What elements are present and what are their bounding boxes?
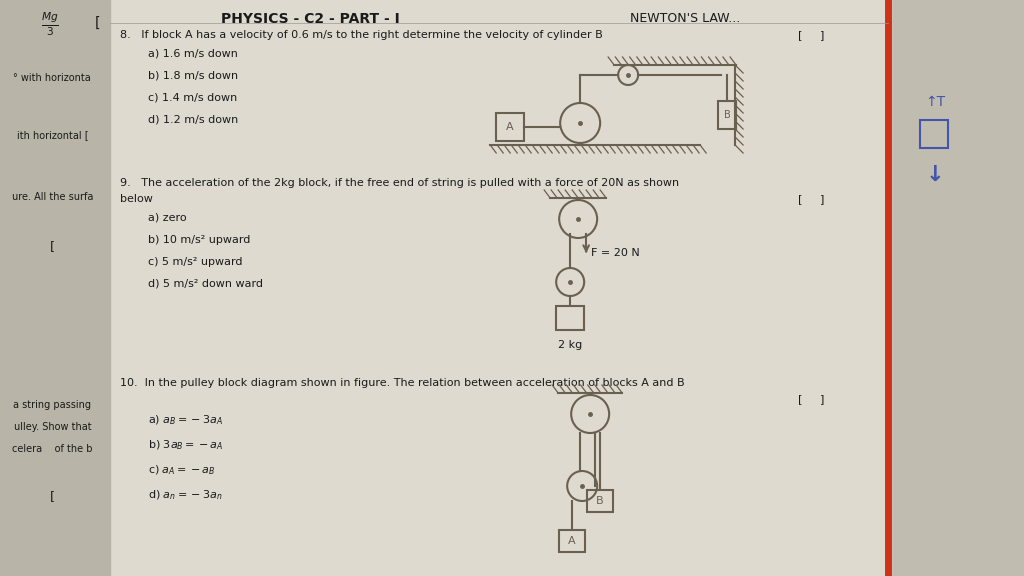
Text: [: [ bbox=[50, 240, 55, 253]
Text: below: below bbox=[121, 194, 154, 204]
Text: [     ]: [ ] bbox=[798, 194, 824, 204]
Text: A: A bbox=[568, 536, 575, 546]
Text: d) 5 m/s² down ward: d) 5 m/s² down ward bbox=[148, 279, 263, 289]
Bar bbox=[497, 113, 524, 141]
Text: ith horizontal [: ith horizontal [ bbox=[16, 130, 88, 140]
Text: d) $a_n = -3a_n$: d) $a_n = -3a_n$ bbox=[148, 488, 223, 502]
Text: [: [ bbox=[50, 490, 55, 503]
Text: [     ]: [ ] bbox=[798, 30, 824, 40]
Text: NEWTON'S LAW...: NEWTON'S LAW... bbox=[630, 12, 740, 25]
Text: ↑T: ↑T bbox=[925, 95, 945, 109]
Text: [: [ bbox=[94, 16, 100, 30]
Text: ° with horizonta: ° with horizonta bbox=[13, 73, 91, 83]
Bar bbox=[920, 120, 948, 148]
Text: ure. All the surfa: ure. All the surfa bbox=[11, 192, 93, 202]
Bar bbox=[893, 0, 1024, 576]
Text: $\frac{Mg}{3}$: $\frac{Mg}{3}$ bbox=[41, 10, 59, 37]
Text: c) $a_A = -a_B$: c) $a_A = -a_B$ bbox=[148, 463, 216, 476]
Bar bbox=[559, 530, 585, 552]
Text: d) 1.2 m/s down: d) 1.2 m/s down bbox=[148, 114, 239, 124]
Text: 2 kg: 2 kg bbox=[558, 340, 583, 350]
Text: a) $a_B = -3a_A$: a) $a_B = -3a_A$ bbox=[148, 413, 223, 427]
Bar bbox=[0, 0, 111, 576]
Text: F = 20 N: F = 20 N bbox=[591, 248, 640, 258]
Text: b) 1.8 m/s down: b) 1.8 m/s down bbox=[148, 70, 239, 80]
Text: 9.   The acceleration of the 2kg block, if the free end of string is pulled with: 9. The acceleration of the 2kg block, if… bbox=[121, 178, 680, 188]
Bar bbox=[587, 490, 613, 512]
Text: a string passing: a string passing bbox=[13, 400, 91, 410]
Text: 10.  In the pulley block diagram shown in figure. The relation between accelerat: 10. In the pulley block diagram shown in… bbox=[121, 378, 685, 388]
Text: c) 5 m/s² upward: c) 5 m/s² upward bbox=[148, 257, 243, 267]
Text: ulley. Show that: ulley. Show that bbox=[13, 422, 91, 432]
Text: ↓: ↓ bbox=[926, 165, 944, 185]
Text: B: B bbox=[724, 110, 730, 120]
Bar bbox=[556, 306, 584, 330]
Text: 8.   If block A has a velocity of 0.6 m/s to the right determine the velocity of: 8. If block A has a velocity of 0.6 m/s … bbox=[121, 30, 603, 40]
Text: celera    of the b: celera of the b bbox=[12, 444, 92, 454]
Text: c) 1.4 m/s down: c) 1.4 m/s down bbox=[148, 92, 238, 102]
Text: [     ]: [ ] bbox=[798, 394, 824, 404]
Text: a) zero: a) zero bbox=[148, 213, 187, 223]
Bar bbox=[718, 101, 736, 129]
Text: b) 10 m/s² upward: b) 10 m/s² upward bbox=[148, 235, 251, 245]
Bar bbox=[111, 0, 888, 576]
Text: B: B bbox=[596, 496, 604, 506]
Text: a) 1.6 m/s down: a) 1.6 m/s down bbox=[148, 48, 239, 58]
Text: b) $3a_B = -a_A$: b) $3a_B = -a_A$ bbox=[148, 438, 223, 452]
Text: PHYSICS - C2 - PART - I: PHYSICS - C2 - PART - I bbox=[221, 12, 399, 26]
Text: A: A bbox=[507, 122, 514, 132]
